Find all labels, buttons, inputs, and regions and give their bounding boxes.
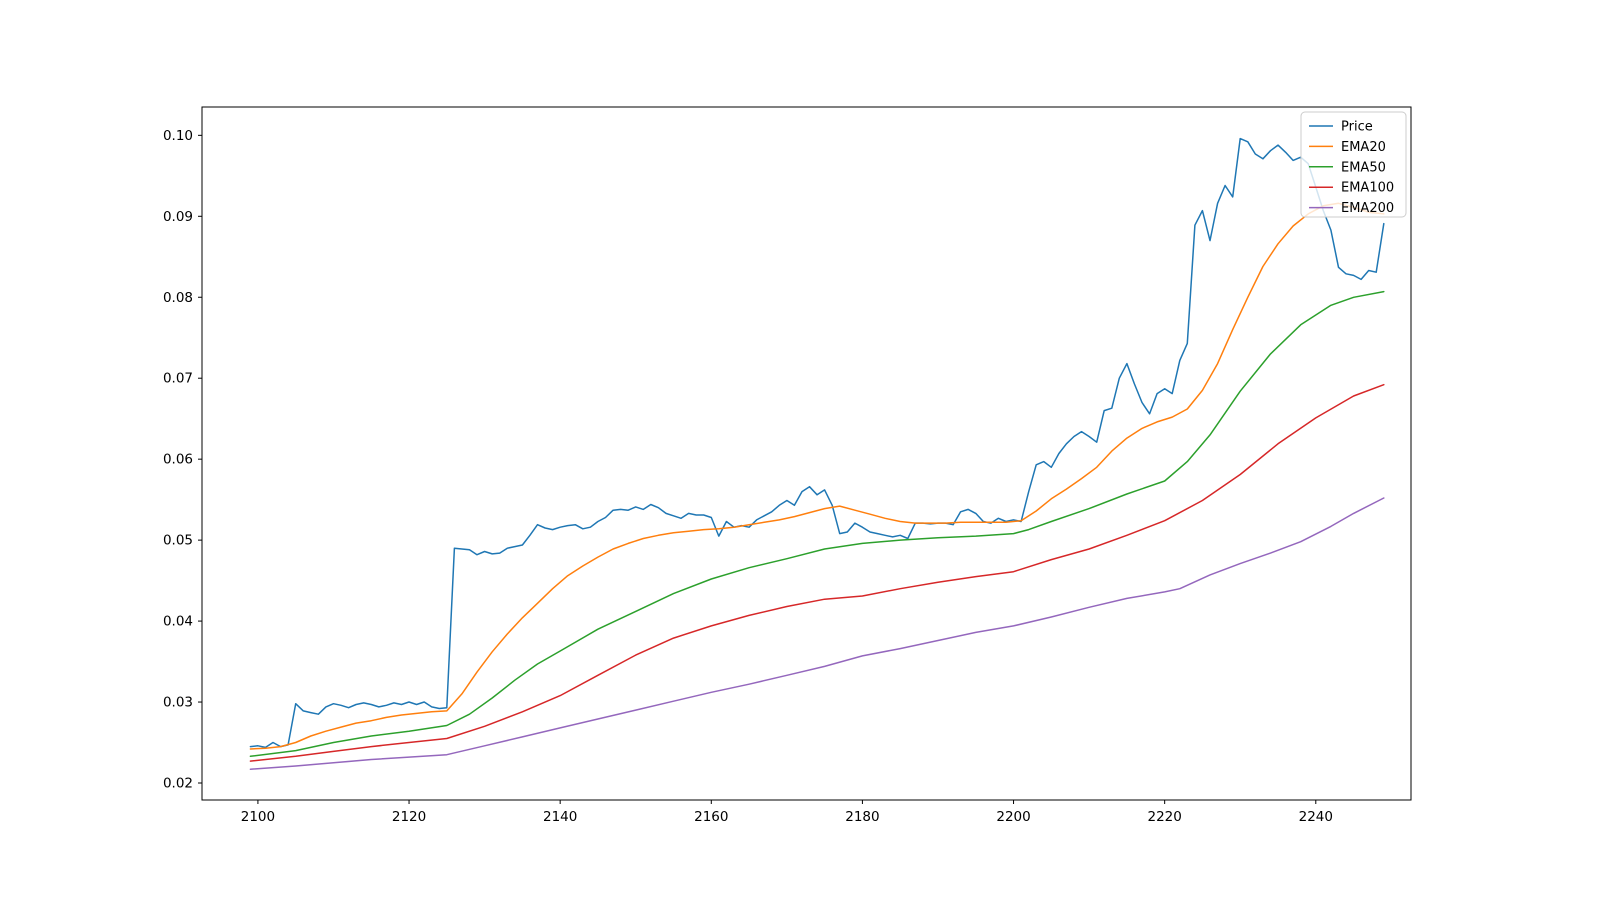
legend-item-ema200: EMA200: [1309, 201, 1394, 216]
y-tick-label: 0.04: [163, 614, 193, 630]
y-tick-label: 0.06: [163, 452, 193, 468]
x-tick-label: 2180: [845, 809, 879, 825]
series-line-ema100: [249, 383, 1385, 762]
x-tick-label: 2240: [1299, 809, 1333, 825]
y-tick-label: 0.05: [163, 533, 193, 549]
x-tick-label: 2200: [996, 809, 1030, 825]
y-axis: 0.02 0.03 0.04 0.05 0.06 0.07 0.08 0.09 0.10: [163, 128, 202, 791]
plot-border: [201, 106, 1412, 801]
x-tick-label: 2100: [241, 809, 275, 825]
x-tick-label: 2220: [1147, 809, 1181, 825]
legend-item-ema100: EMA100: [1309, 181, 1394, 196]
legend-item-ema20: EMA20: [1309, 140, 1386, 155]
legend-label: EMA200: [1341, 201, 1394, 216]
series-line-ema20: [249, 202, 1385, 750]
y-tick-label: 0.09: [163, 209, 193, 225]
series-line-price: [249, 137, 1385, 749]
legend-label: EMA50: [1341, 160, 1386, 175]
x-axis: 2100 2120 2140 2160 2180 2200 2220 2240: [241, 800, 1333, 825]
legend-label: EMA100: [1341, 181, 1394, 196]
legend-item-price: Price: [1309, 120, 1373, 135]
y-tick-label: 0.10: [163, 128, 193, 144]
legend-label: EMA20: [1341, 140, 1386, 155]
legend: Price EMA20 EMA50 EMA100 EMA200: [1300, 111, 1407, 218]
legend-label: Price: [1341, 120, 1373, 135]
series-line-ema200: [249, 497, 1385, 770]
x-tick-label: 2160: [694, 809, 728, 825]
y-tick-label: 0.03: [163, 695, 193, 711]
x-tick-label: 2140: [543, 809, 577, 825]
legend-box: [1300, 111, 1407, 218]
y-tick-label: 0.08: [163, 290, 193, 306]
y-tick-label: 0.07: [163, 371, 193, 387]
y-tick-label: 0.02: [163, 775, 193, 791]
x-tick-label: 2120: [392, 809, 426, 825]
series-lines: [249, 137, 1385, 770]
legend-item-ema50: EMA50: [1309, 160, 1386, 175]
series-line-ema50: [249, 290, 1385, 758]
